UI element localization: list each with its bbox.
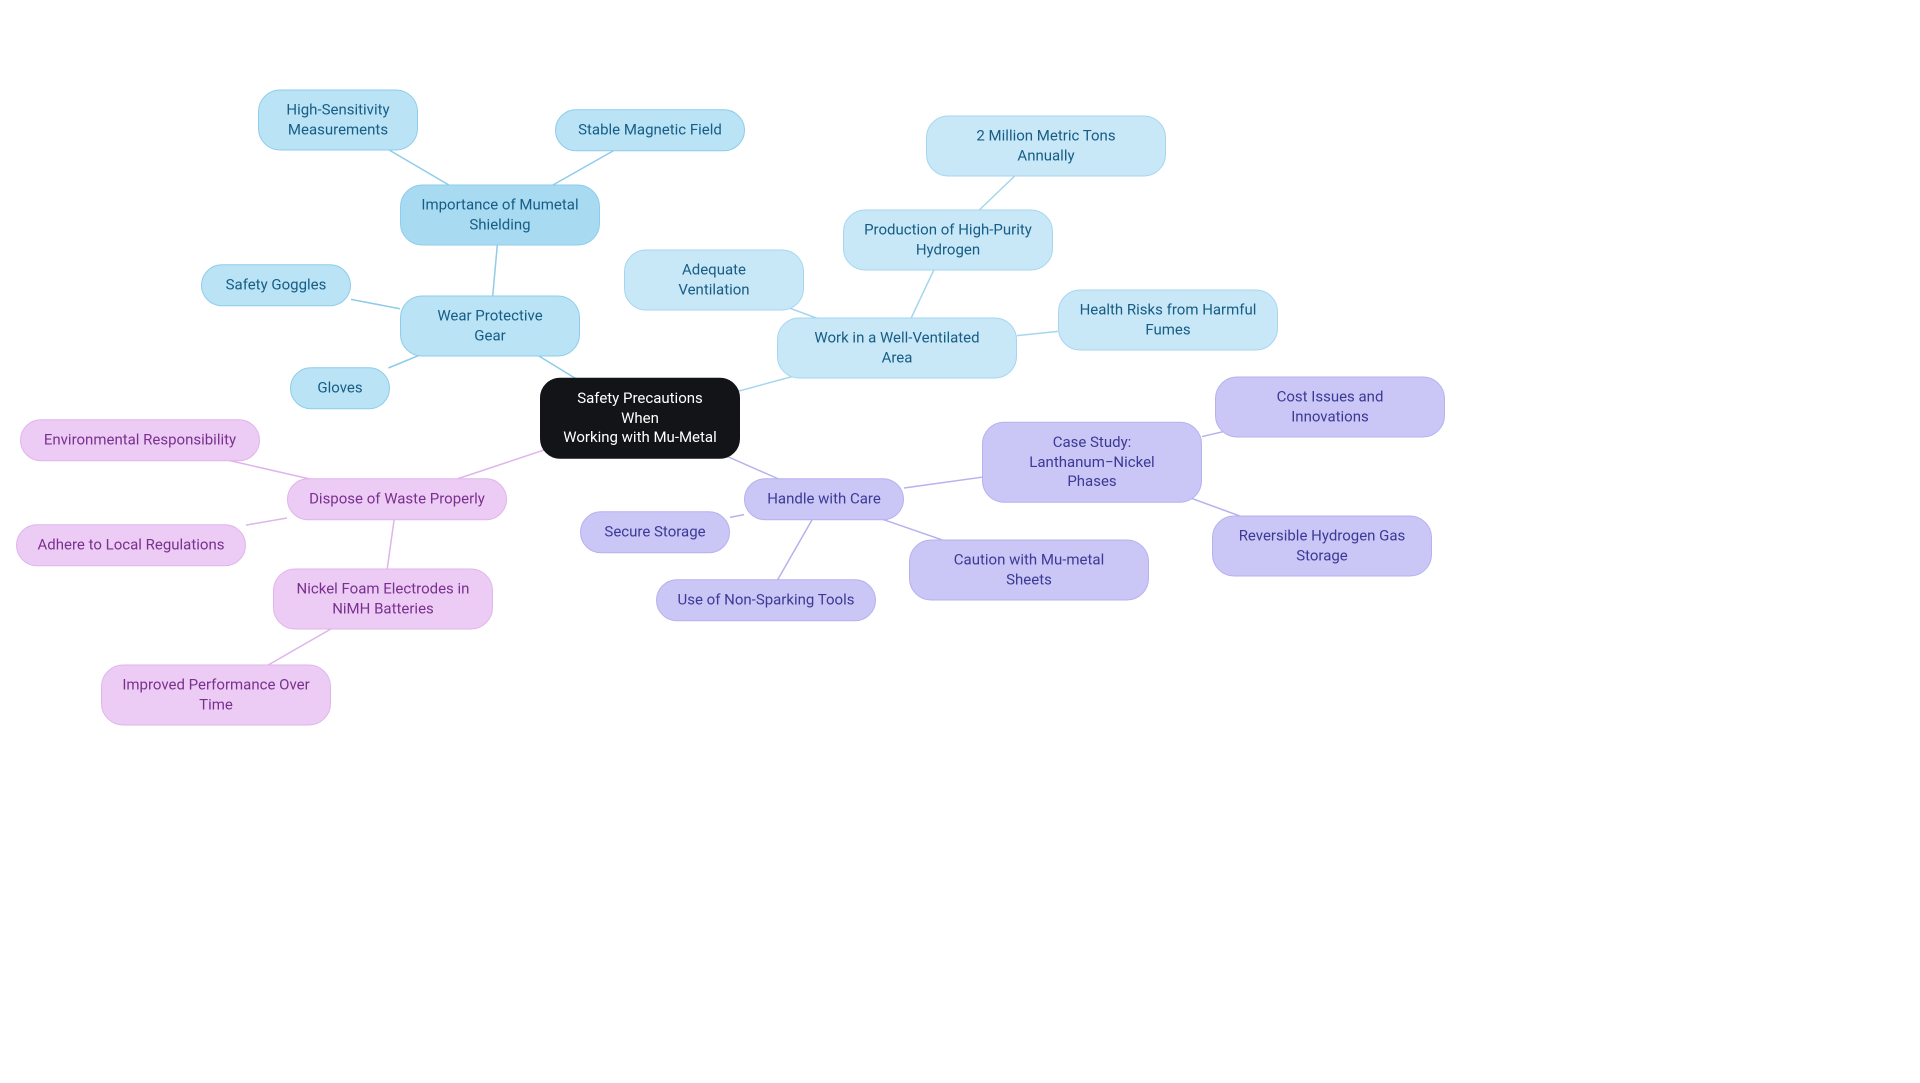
node-reversible: Reversible Hydrogen Gas Storage [1212, 516, 1432, 577]
node-handle: Handle with Care [744, 478, 904, 520]
edge [904, 477, 982, 488]
edge [777, 519, 812, 580]
node-improved: Improved Performance Over Time [101, 665, 331, 726]
edge [382, 146, 455, 189]
edge [546, 150, 615, 189]
node-wear: Wear Protective Gear [400, 296, 580, 357]
node-healthrisks: Health Risks from Harmful Fumes [1058, 290, 1278, 351]
node-caution: Caution with Mu-metal Sheets [909, 540, 1149, 601]
node-dispose: Dispose of Waste Properly [287, 478, 507, 520]
node-root: Safety Precautions When Working with Mu-… [540, 378, 740, 459]
edge [387, 519, 395, 573]
node-cost: Cost Issues and Innovations [1215, 377, 1445, 438]
edge [730, 515, 744, 518]
node-tons: 2 Million Metric Tons Annually [926, 116, 1166, 177]
edge [351, 299, 400, 308]
node-goggles: Safety Goggles [201, 264, 351, 306]
node-foam: Nickel Foam Electrodes in NiMH Batteries [273, 569, 493, 630]
node-regs: Adhere to Local Regulations [16, 524, 246, 566]
node-adequate: Adequate Ventilation [624, 250, 804, 311]
edge [246, 518, 287, 525]
node-tools: Use of Non-Sparking Tools [656, 579, 876, 621]
node-gloves: Gloves [290, 367, 390, 409]
node-hydrogen: Production of High-Purity Hydrogen [843, 210, 1053, 271]
edge [1017, 331, 1058, 335]
edge [261, 625, 338, 669]
node-importance: Importance of Mumetal Shielding [400, 185, 600, 246]
edge [227, 460, 310, 479]
mindmap-canvas: Safety Precautions When Working with Mu-… [0, 0, 1920, 1083]
node-highsens: High-Sensitivity Measurements [258, 90, 418, 151]
node-storage: Secure Storage [580, 511, 730, 553]
node-stable: Stable Magnetic Field [555, 109, 745, 151]
node-ventilate: Work in a Well-Ventilated Area [777, 318, 1017, 379]
node-env: Environmental Responsibility [20, 419, 260, 461]
node-casestudy: Case Study: Lanthanum−Nickel Phases [982, 422, 1202, 503]
